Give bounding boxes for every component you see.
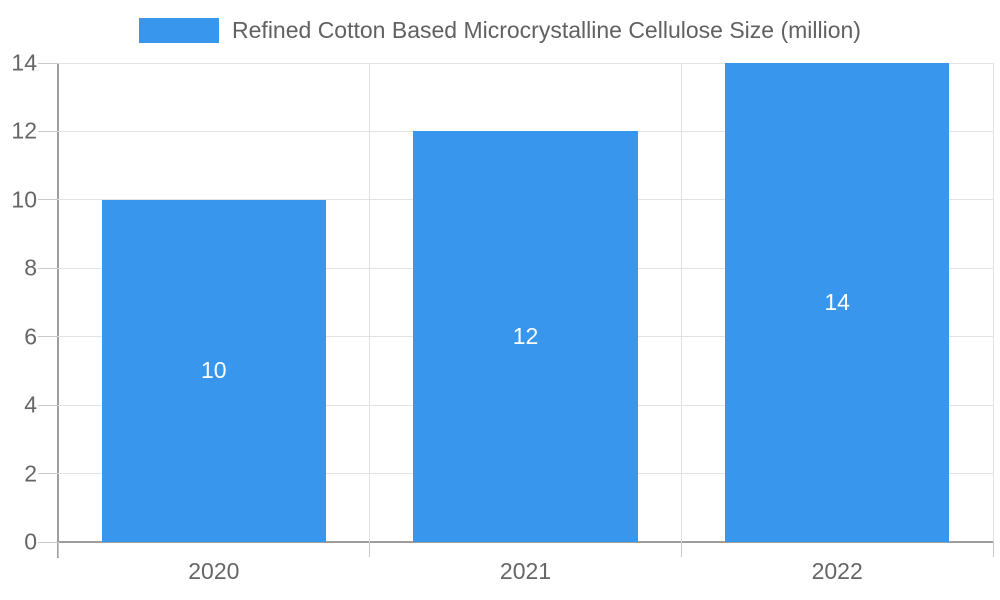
legend-swatch-icon (139, 18, 220, 43)
y-tick-label: 6 (24, 323, 37, 350)
x-tick-mark (992, 542, 994, 557)
x-axis-line (58, 541, 993, 543)
y-tick-label: 8 (24, 254, 37, 281)
y-tick-mark (38, 199, 58, 201)
bar[interactable]: 12 (413, 131, 638, 542)
legend[interactable]: Refined Cotton Based Microcrystalline Ce… (0, 17, 1000, 44)
y-axis-line (57, 63, 59, 558)
bar[interactable]: 10 (101, 199, 327, 542)
y-tick-mark (38, 336, 58, 338)
gridline-vertical (992, 63, 994, 542)
y-tick-label: 4 (24, 391, 37, 418)
x-tick-mark (57, 542, 59, 557)
gridline-horizontal (58, 62, 993, 64)
gridline-vertical (680, 63, 682, 542)
plot-area: 0 2 4 6 8 10 12 14 10 2020 12 2021 14 2022 (11, 51, 994, 584)
y-tick-label: 14 (11, 49, 37, 76)
x-axis-label: 2022 (811, 558, 863, 584)
y-tick-label: 2 (24, 460, 37, 487)
y-tick-mark (38, 130, 58, 132)
gridline-horizontal (58, 130, 993, 132)
bar-value-label: 14 (824, 289, 850, 315)
y-tick-mark (38, 62, 58, 64)
y-tick-mark (38, 267, 58, 269)
x-axis-label: 2020 (188, 558, 240, 584)
x-tick-mark (369, 542, 371, 557)
y-tick-label: 0 (24, 528, 37, 555)
bar-value-label: 10 (201, 357, 227, 384)
bar-value-label: 12 (512, 323, 539, 350)
y-tick-label: 10 (11, 186, 37, 213)
y-tick-label: 12 (11, 117, 37, 144)
bar[interactable]: 14 (724, 63, 950, 542)
legend-label: Refined Cotton Based Microcrystalline Ce… (232, 17, 861, 43)
y-tick-mark (38, 404, 58, 406)
x-axis-label: 2021 (499, 558, 552, 584)
y-tick-mark (38, 473, 58, 475)
x-tick-mark (680, 542, 682, 557)
y-tick-mark (38, 541, 58, 543)
gridline-vertical (369, 63, 371, 542)
